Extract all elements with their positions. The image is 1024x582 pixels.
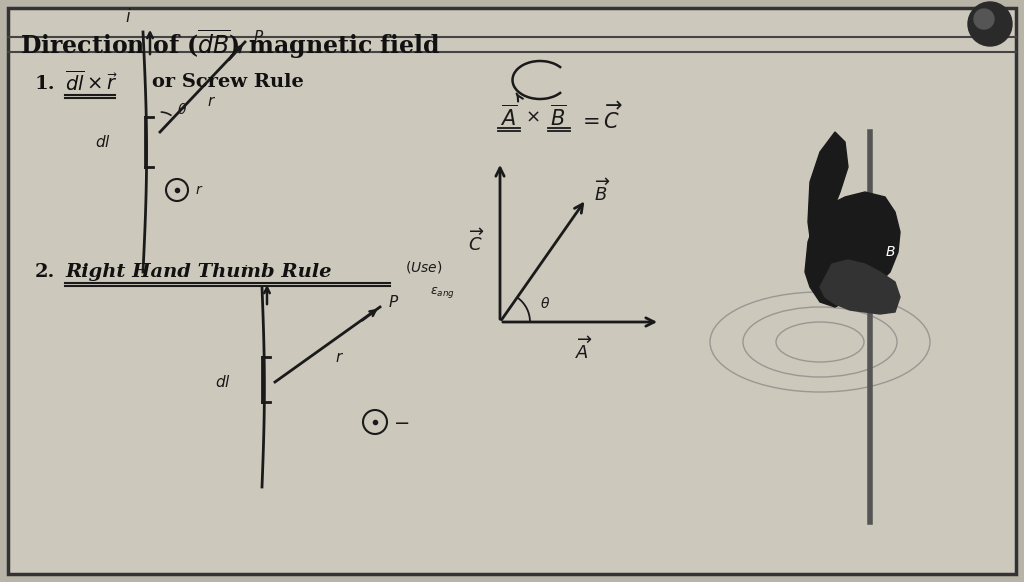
Text: $-$: $-$	[393, 413, 410, 431]
Text: $i$: $i$	[125, 8, 131, 26]
Text: $\overline{A}$: $\overline{A}$	[500, 104, 517, 130]
Text: $\theta$: $\theta$	[177, 102, 187, 118]
FancyBboxPatch shape	[8, 8, 1016, 574]
Text: $\times$: $\times$	[525, 108, 540, 126]
Text: Direction of ($\overline{dB}$) magnetic field: Direction of ($\overline{dB}$) magnetic …	[20, 27, 441, 61]
Text: $dl$: $dl$	[215, 374, 230, 390]
Text: $r$: $r$	[335, 350, 344, 364]
Circle shape	[974, 9, 994, 29]
Circle shape	[968, 2, 1012, 46]
Text: $\overrightarrow{B}$: $\overrightarrow{B}$	[594, 178, 610, 205]
Text: $\overline{dl} \times \vec{r}$: $\overline{dl} \times \vec{r}$	[65, 70, 119, 94]
Text: $i$: $i$	[242, 264, 248, 280]
Text: $\overline{B}$: $\overline{B}$	[550, 104, 566, 130]
Text: $P$: $P$	[253, 29, 264, 45]
Text: $\theta$: $\theta$	[540, 296, 550, 311]
Text: $= \overrightarrow{C}$: $= \overrightarrow{C}$	[578, 101, 623, 133]
Text: $r$: $r$	[195, 183, 204, 197]
Text: 1.: 1.	[35, 75, 55, 93]
Text: Right Hand Thumb Rule: Right Hand Thumb Rule	[65, 263, 332, 281]
Text: 2.: 2.	[35, 263, 55, 281]
Text: $P$: $P$	[388, 294, 399, 310]
Text: $r$: $r$	[207, 94, 216, 109]
Text: $(Use)$: $(Use)$	[406, 259, 442, 275]
Polygon shape	[805, 192, 900, 307]
Text: $\epsilon_{ang}$: $\epsilon_{ang}$	[430, 285, 455, 300]
Text: or Screw Rule: or Screw Rule	[152, 73, 304, 91]
Text: $B$: $B$	[885, 245, 895, 259]
Polygon shape	[808, 132, 848, 272]
Polygon shape	[820, 260, 900, 314]
Text: $\overrightarrow{C}$: $\overrightarrow{C}$	[468, 229, 484, 255]
Text: $\overrightarrow{A}$: $\overrightarrow{A}$	[575, 336, 592, 364]
Text: $dl$: $dl$	[95, 134, 111, 150]
